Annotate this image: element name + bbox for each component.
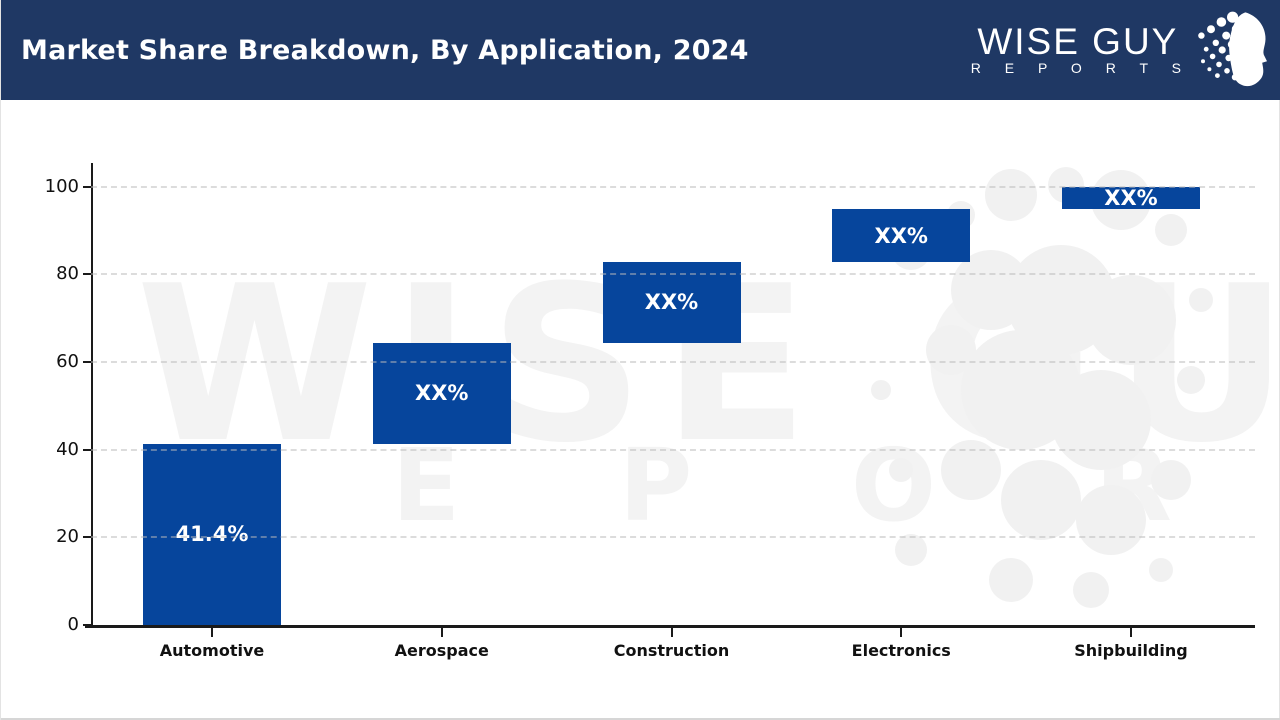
category-label-electronics: Electronics — [851, 641, 951, 660]
page-title: Market Share Breakdown, By Application, … — [21, 34, 749, 66]
y-axis — [91, 163, 93, 627]
y-tick-20 — [83, 536, 91, 539]
bar-label-aerospace: XX% — [415, 381, 469, 406]
category-label-shipbuilding: Shipbuilding — [1074, 641, 1188, 660]
bottom-border — [1, 718, 1280, 720]
x-tick-automotive — [211, 628, 213, 637]
gridline-100 — [91, 185, 1255, 188]
bar-label-electronics: XX% — [874, 223, 928, 248]
y-tick-label-80: 80 — [56, 263, 79, 285]
gridline-20 — [91, 536, 1255, 539]
y-tick-label-20: 20 — [56, 526, 79, 548]
x-tick-electronics — [900, 628, 903, 637]
gridline-80 — [91, 273, 1255, 276]
x-tick-aerospace — [440, 628, 443, 637]
y-tick-label-60: 60 — [56, 351, 79, 372]
y-tick-40 — [83, 448, 91, 451]
y-tick-80 — [83, 273, 91, 276]
y-tick-label-100: 100 — [44, 175, 79, 197]
y-tick-0 — [83, 624, 91, 626]
gridline-60 — [91, 361, 1255, 363]
header-bar: Market Share Breakdown, By Application, … — [1, 0, 1280, 100]
bar-label-shipbuilding: XX% — [1104, 186, 1158, 211]
logo-subtitle: R E P O R T S — [970, 60, 1191, 76]
y-tick-100 — [83, 185, 91, 188]
logo-text: WISE GUY R E P O R T S — [965, 21, 1191, 76]
bar-aerospace: XX% — [372, 342, 511, 444]
logo-face-icon — [1198, 11, 1267, 87]
bar-electronics: XX% — [832, 209, 971, 263]
x-axis — [85, 625, 1255, 628]
wise-guy-logo: WISE GUY R E P O R T S — [965, 9, 1280, 91]
x-tick-shipbuilding — [1130, 628, 1132, 637]
category-label-aerospace: Aerospace — [394, 641, 489, 660]
bar-construction: XX% — [602, 262, 741, 343]
y-tick-label-0: 0 — [67, 614, 79, 635]
bar-label-automotive: 41.4% — [175, 522, 249, 547]
logo-wordmark: WISE GUY — [977, 21, 1179, 62]
bar-automotive: 41.4% — [143, 443, 281, 625]
y-tick-60 — [83, 361, 91, 363]
x-tick-construction — [670, 628, 673, 637]
bar-shipbuilding: XX% — [1062, 186, 1200, 211]
y-tick-label-40: 40 — [56, 438, 79, 460]
category-label-automotive: Automotive — [159, 641, 265, 660]
bar-label-construction: XX% — [644, 290, 699, 315]
chart-area: 0 20 40 60 80 100 41.4% Automotive XX% Aerospace X… — [1, 100, 1280, 718]
gridline-40 — [91, 448, 1255, 451]
category-label-construction: Construction — [613, 641, 730, 660]
